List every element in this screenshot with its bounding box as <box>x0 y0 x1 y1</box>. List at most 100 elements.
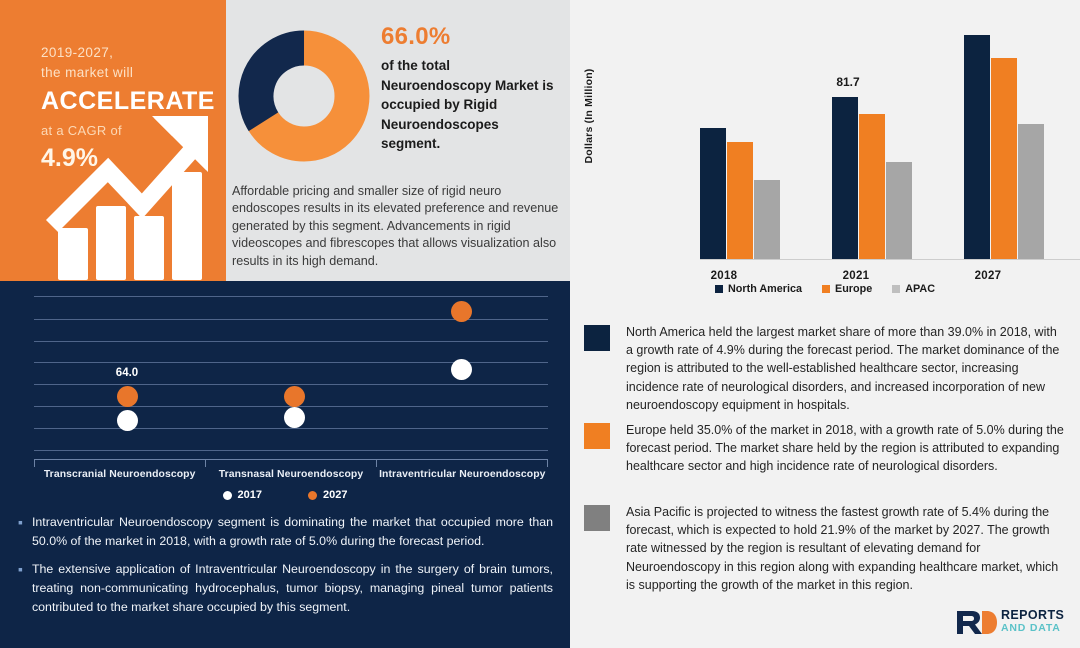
regional-insights-panel: North America held the largest market sh… <box>570 313 1080 648</box>
accelerate-cagr-label: at a CAGR of <box>41 123 122 138</box>
segment-dot-chart: 64.0 <box>34 292 548 464</box>
legend-label-2027: 2027 <box>323 489 348 501</box>
legend-item-apac: APAC <box>892 283 935 295</box>
list-item: ▪ The extensive application of Intravent… <box>18 560 553 617</box>
share-percent: 66.0% <box>381 23 451 50</box>
legend-swatch-2027 <box>308 490 317 500</box>
bar-chart-legend: North America Europe APAC <box>570 283 1080 295</box>
bar-2021-north-america <box>832 97 858 259</box>
legend-item-2017: 2017 <box>222 489 262 501</box>
bar-group-2021 <box>832 97 912 259</box>
bar-2018-north-america <box>700 128 726 259</box>
donut-slice-other <box>238 30 370 162</box>
dot-chart-category-labels: Transcranial Neuroendoscopy Transnasal N… <box>34 469 548 480</box>
dot-chart-gridline <box>34 319 548 320</box>
legend-swatch-north-america <box>715 285 723 293</box>
bullet-text: Intraventricular Neuroendoscopy segment … <box>31 515 553 548</box>
legend-label-europe: Europe <box>835 283 873 295</box>
logo-letter-r <box>957 611 982 634</box>
dot-chart-gridline <box>34 341 548 342</box>
dot-2017-intraventricular <box>450 358 472 380</box>
axis-tick <box>34 460 35 467</box>
legend-swatch-europe <box>822 285 830 293</box>
list-item: ▪ Intraventricular Neuroendoscopy segmen… <box>18 513 553 551</box>
accelerate-line2: the market will <box>41 65 134 80</box>
accelerate-panel: 2019-2027, the market will ACCELERATE at… <box>0 0 226 281</box>
dot-chart-legend: 2017 2027 <box>0 489 570 501</box>
accelerate-years: 2019-2027, <box>41 45 114 60</box>
region-row-north-america: North America held the largest market sh… <box>584 323 1066 414</box>
region-row-europe: Europe held 35.0% of the market in 2018,… <box>584 421 1066 476</box>
dot-2027-transcranial <box>116 385 138 407</box>
bar-xtick-2021: 2021 <box>842 270 870 282</box>
legend-label-2017: 2017 <box>237 489 262 501</box>
dot-2017-transnasal <box>283 406 305 428</box>
bar-xtick-2027: 2027 <box>974 270 1002 282</box>
bar-value-label-2021: 81.7 <box>836 75 860 89</box>
axis-tick <box>376 460 377 467</box>
category-label-transcranial: Transcranial Neuroendoscopy <box>43 469 196 480</box>
dot-chart-category-axis <box>34 459 548 468</box>
dot-chart-gridline <box>34 384 548 385</box>
logo-wordmark: REPORTS AND DATA <box>1001 608 1065 635</box>
region-row-asia-pacific: Asia Pacific is projected to witness the… <box>584 503 1066 594</box>
segment-paragraph: Affordable pricing and smaller size of r… <box>232 184 559 268</box>
segment-share-panel: 66.0% of the total Neuroendoscopy Market… <box>226 0 570 281</box>
dot-2027-intraventricular <box>450 300 472 322</box>
accelerate-text-block: 2019-2027, the market will ACCELERATE at… <box>41 43 216 173</box>
bar-2021-europe <box>859 114 885 259</box>
axis-tick <box>547 460 548 467</box>
dot-chart-gridline <box>34 296 548 297</box>
bullet-text: The extensive application of Intraventri… <box>31 562 553 614</box>
logo-line-reports: REPORTS <box>1001 608 1065 622</box>
dot-value-label-transcranial: 64.0 <box>115 367 139 379</box>
share-description: of the total Neuroendoscopy Market is oc… <box>381 58 554 151</box>
bar-2027-europe <box>991 58 1017 259</box>
category-label-intraventricular: Intraventricular Neuroendoscopy <box>379 469 546 480</box>
segment-analysis-panel: 64.0 Transcranial Neuroendoscopy Transna… <box>0 281 570 648</box>
logo-letter-d <box>982 611 997 634</box>
legend-swatch-apac <box>892 285 901 293</box>
bar-group-2027 <box>964 35 1044 259</box>
bar-chart-plot: 2018 81.7 2021 2027 <box>642 22 1080 282</box>
regional-bar-chart-panel: Dollars (In Million) 2018 81.7 2021 <box>570 0 1080 313</box>
bar-xtick-2018: 2018 <box>710 270 738 282</box>
legend-item-europe: Europe <box>822 283 872 295</box>
legend-swatch-2017 <box>222 490 232 500</box>
donut-chart-svg <box>238 30 370 162</box>
legend-label-north-america: North America <box>728 283 802 295</box>
reports-and-data-logo: REPORTS AND DATA <box>955 607 1067 640</box>
legend-item-2027: 2027 <box>308 489 347 501</box>
growth-arrow-bar-chart-icon <box>45 116 208 280</box>
share-text-block: 66.0% of the total Neuroendoscopy Market… <box>381 22 561 154</box>
bar-2027-north-america <box>964 35 990 259</box>
segment-bullet-list: ▪ Intraventricular Neuroendoscopy segmen… <box>18 513 553 626</box>
dot-2017-transcranial <box>116 409 138 431</box>
dot-chart-gridline <box>34 428 548 429</box>
bar-2018-apac <box>754 180 780 259</box>
dot-2027-transnasal <box>283 385 305 407</box>
bar-2027-apac <box>1018 124 1044 259</box>
category-label-transnasal: Transnasal Neuroendoscopy <box>218 469 364 480</box>
donut-chart <box>234 26 374 171</box>
bar-2021-apac <box>886 162 912 259</box>
accelerate-cagr-value: 4.9% <box>41 144 98 172</box>
legend-label-apac: APAC <box>905 283 935 295</box>
region-swatch-north-america <box>584 325 610 351</box>
dot-chart-gridline <box>34 450 548 451</box>
region-swatch-asia-pacific <box>584 505 610 531</box>
axis-tick <box>205 460 206 467</box>
region-text-europe: Europe held 35.0% of the market in 2018,… <box>626 423 1064 474</box>
bullet-icon: ▪ <box>18 561 23 577</box>
region-swatch-europe <box>584 423 610 449</box>
region-text-asia-pacific: Asia Pacific is projected to witness the… <box>626 505 1059 592</box>
bar-group-2018 <box>700 128 780 259</box>
bullet-icon: ▪ <box>18 514 23 530</box>
logo-mark-icon <box>957 611 997 634</box>
legend-item-north-america: North America <box>715 283 802 295</box>
bar-2018-europe <box>727 142 753 259</box>
logo-line-and-data: AND DATA <box>1001 622 1061 634</box>
dot-chart-gridline <box>34 362 548 363</box>
region-text-north-america: North America held the largest market sh… <box>626 325 1060 412</box>
